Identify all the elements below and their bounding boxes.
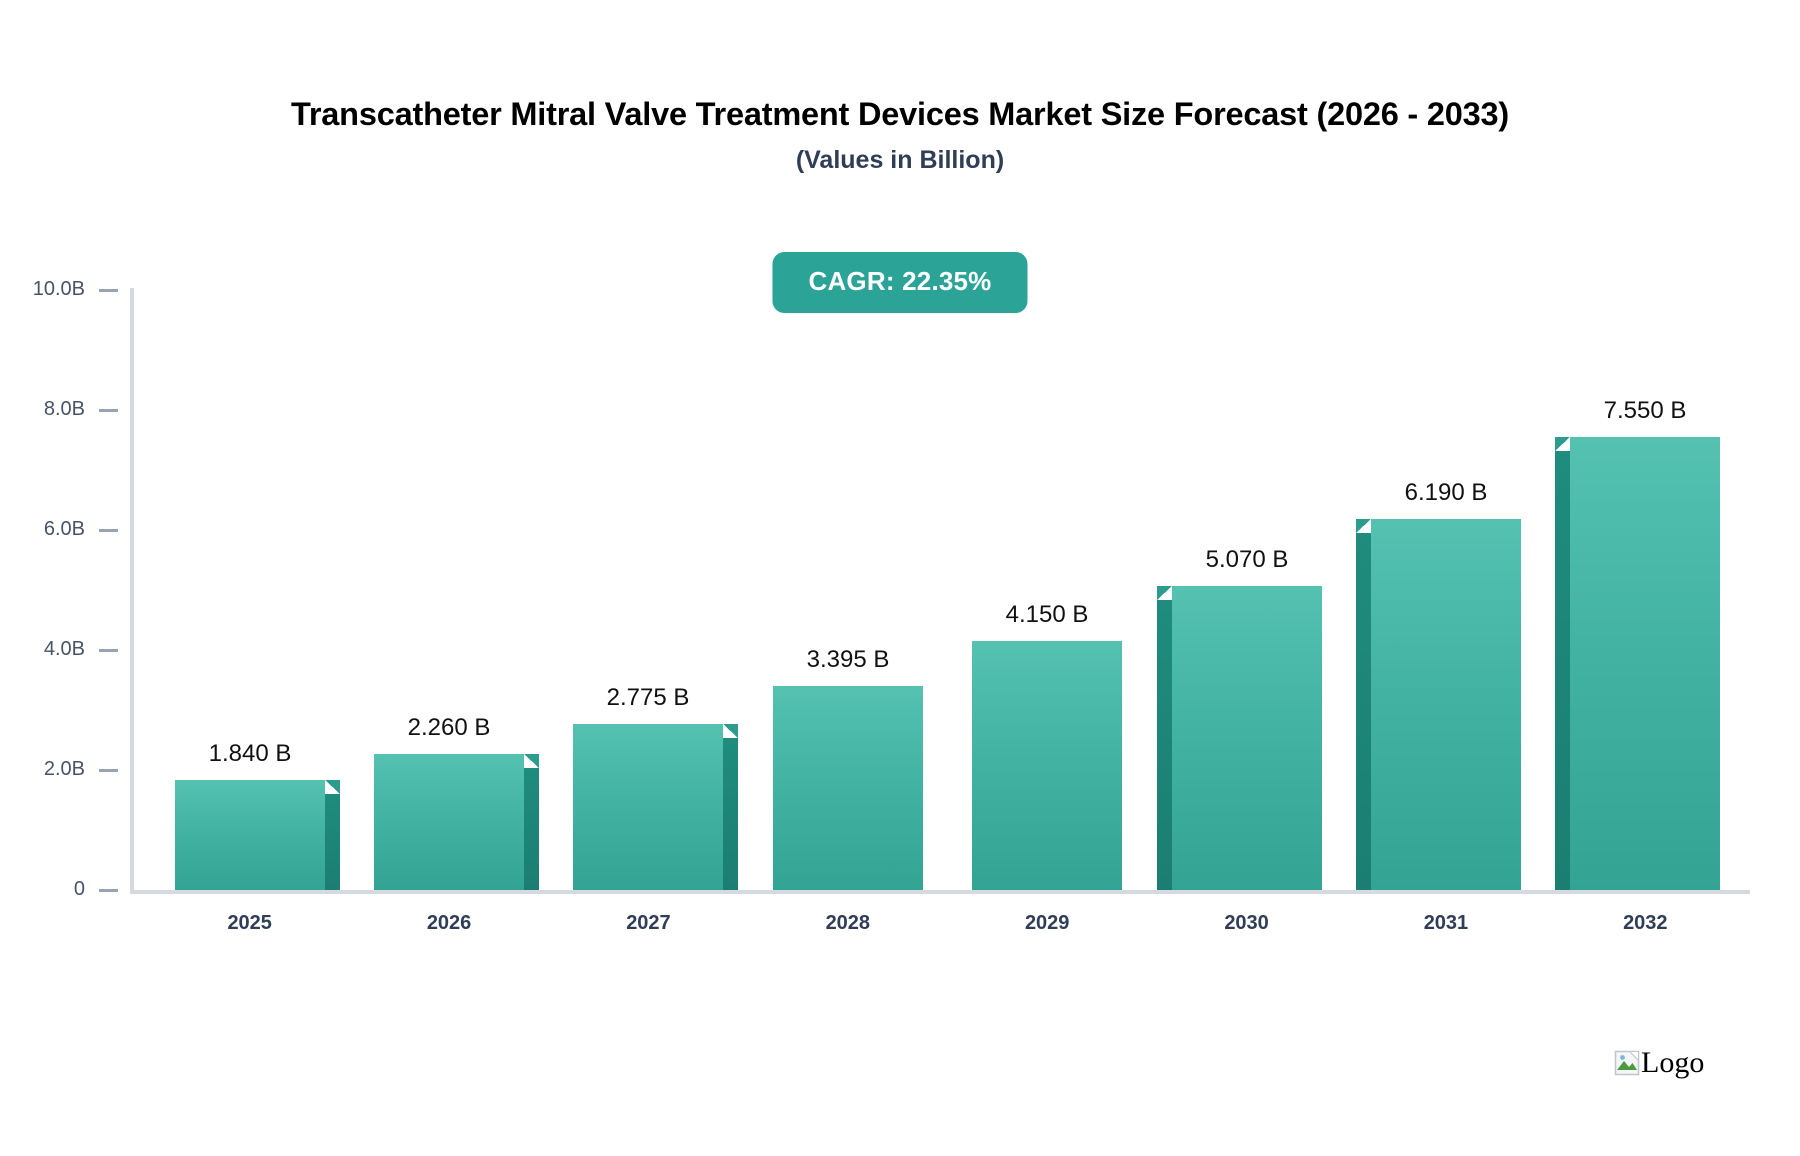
bar-front-face <box>773 686 923 890</box>
bar-2031[interactable]: 6.190 B <box>1356 479 1521 890</box>
y-axis-line <box>130 288 134 892</box>
bar-value-label: 7.550 B <box>1603 397 1687 424</box>
bar-value-label: 6.190 B <box>1404 478 1488 506</box>
y-tick-label: 0 <box>73 878 85 900</box>
y-tick-dash <box>99 768 118 772</box>
y-tick-label: 10.0B <box>32 278 85 300</box>
bar-front-face <box>175 779 325 890</box>
y-tick-dash <box>99 648 118 652</box>
bar-side-face <box>1555 451 1570 890</box>
y-tick-label: 4.0B <box>43 638 85 660</box>
bar-front-face <box>374 754 524 890</box>
bar-top-bevel <box>723 723 738 738</box>
bar-top-bevel <box>325 779 340 794</box>
bar-side-face <box>524 768 539 890</box>
bar-2025[interactable]: 1.840 B <box>175 740 340 890</box>
x-axis-label-2026: 2026 <box>426 912 472 934</box>
cagr-badge: CAGR: 22.35% <box>772 252 1028 313</box>
bar-value-label: 1.840 B <box>208 739 292 767</box>
bar-2030[interactable]: 5.070 B <box>1157 546 1322 890</box>
bar-top-bevel <box>1356 518 1371 533</box>
bar-front-face <box>1172 585 1322 890</box>
bar-2029[interactable]: 4.150 B <box>972 601 1122 890</box>
bar-side-face <box>1157 599 1172 890</box>
bar-side-face <box>723 737 738 890</box>
bar-2026[interactable]: 2.260 B <box>374 714 539 890</box>
bar-top-bevel <box>524 754 539 769</box>
bar-value-label: 5.070 B <box>1205 545 1289 573</box>
page-title: Transcatheter Mitral Valve Treatment Dev… <box>290 96 1509 132</box>
bar-side-face <box>325 793 340 890</box>
bar-value-label: 2.260 B <box>407 714 491 742</box>
bar-front-face <box>1371 518 1521 890</box>
y-tick-dash <box>99 408 118 412</box>
bar-value-label: 4.150 B <box>1005 601 1089 628</box>
logo: Logo <box>1614 1048 1704 1078</box>
x-axis-line <box>130 890 1750 894</box>
bar-top-bevel <box>1157 585 1172 600</box>
y-tick-dash <box>99 528 118 532</box>
x-axis-label-2032: 2032 <box>1623 912 1668 934</box>
y-tick-dash <box>99 288 118 292</box>
bar-2028[interactable]: 3.395 B <box>773 646 923 890</box>
bar-side-face <box>1356 532 1371 890</box>
y-tick-dash <box>99 888 118 892</box>
bar-value-label: 3.395 B <box>806 646 890 674</box>
x-axis-label-2027: 2027 <box>626 912 671 934</box>
bar-front-face <box>573 723 723 890</box>
broken-image-icon <box>1614 1050 1640 1076</box>
x-axis-label-2025: 2025 <box>227 912 272 934</box>
x-axis-label-2031: 2031 <box>1423 912 1469 934</box>
x-axis-label-2029: 2029 <box>1024 912 1070 934</box>
bar-2027[interactable]: 2.775 B <box>573 684 738 890</box>
bar-front-face <box>1570 437 1720 890</box>
bar-2032[interactable]: 7.550 B <box>1555 397 1720 890</box>
x-axis-label-2028: 2028 <box>825 912 871 934</box>
chart-subtitle: (Values in Billion) <box>795 146 1005 175</box>
bar-value-label: 2.775 B <box>606 683 690 711</box>
logo-alt-text: Logo <box>1641 1046 1705 1079</box>
title-block: Transcatheter Mitral Valve Treatment Dev… <box>0 96 1800 175</box>
bar-front-face <box>972 641 1122 890</box>
y-tick-label: 2.0B <box>43 758 85 780</box>
x-axis-label-2030: 2030 <box>1224 912 1269 934</box>
y-tick-label: 6.0B <box>43 518 85 540</box>
bar-top-bevel <box>1555 437 1570 451</box>
y-tick-label: 8.0B <box>43 398 85 420</box>
